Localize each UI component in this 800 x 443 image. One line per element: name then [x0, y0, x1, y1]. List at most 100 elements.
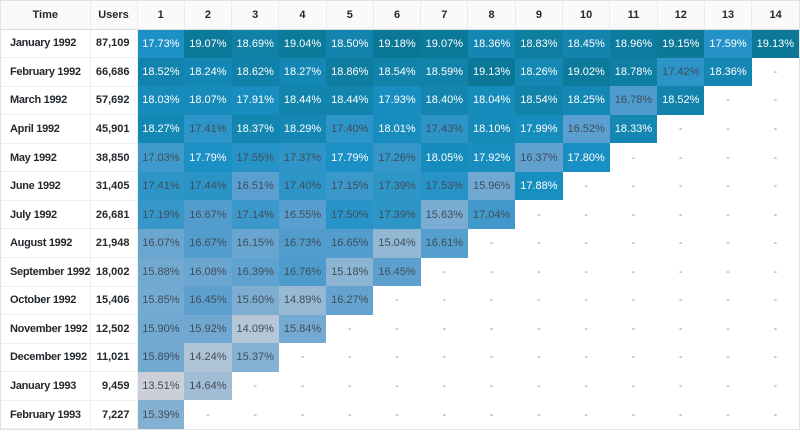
retention-cell: 17.99%	[515, 114, 563, 144]
empty-cell: -	[395, 408, 399, 421]
table-row: November 1992 12,502 15.90% 15.92% 14.09% 15.…	[1, 314, 799, 344]
empty-cell: -	[773, 208, 778, 221]
table-row: April 1992 45,901 18.27% 17.41% 18.37% 18.29%…	[1, 114, 799, 144]
retention-cell: 16.78%	[609, 86, 658, 115]
retention-cell: 17.40%	[326, 114, 374, 144]
table-body: January 1992 87,109 17.73% 19.07% 18.69% 19.0…	[1, 29, 799, 430]
retention-cell: 17.80%	[562, 143, 610, 172]
retention-cell: 15.04%	[373, 228, 421, 258]
empty-cell: -	[489, 380, 494, 393]
retention-cell: 18.54%	[515, 86, 563, 115]
retention-cell: 18.52%	[137, 57, 185, 87]
cohort-month-label: January 1992	[1, 29, 91, 59]
retention-cell: 17.55%	[231, 143, 279, 172]
cohort-users-count: 26,681	[90, 200, 138, 230]
empty-cell: -	[678, 380, 683, 393]
retention-cell: 17.79%	[326, 143, 374, 172]
empty-cell: -	[395, 351, 399, 364]
empty-cell: -	[442, 408, 447, 421]
retention-cell: 18.29%	[278, 114, 327, 144]
column-header-users: Users	[90, 1, 138, 30]
cohort-month-label: September 1992	[1, 257, 91, 287]
retention-cell: 16.55%	[278, 200, 327, 229]
empty-cell: -	[347, 351, 352, 364]
retention-cell: 18.44%	[326, 86, 374, 115]
header-row: Time Users 1 2 3 4 5 6 7 8 9 10 11 12 13 14	[1, 1, 799, 30]
cohort-users-count: 7,227	[90, 400, 138, 430]
empty-cell: -	[631, 380, 636, 393]
column-header-4: 4	[278, 1, 327, 30]
table-row: August 1992 21,948 16.07% 16.67% 16.15% 16.73…	[1, 228, 799, 258]
empty-cell: -	[726, 265, 730, 278]
empty-cell: -	[726, 408, 730, 421]
empty-cell: -	[678, 265, 683, 278]
empty-cell: -	[773, 122, 778, 135]
retention-cell: 15.84%	[278, 314, 327, 344]
retention-cell: 18.62%	[231, 57, 279, 87]
retention-cell: 16.52%	[562, 114, 610, 144]
retention-cell: 16.07%	[137, 228, 185, 258]
empty-cell: -	[726, 208, 730, 221]
retention-cell: 17.41%	[137, 171, 185, 201]
retention-cell: 17.41%	[184, 114, 232, 144]
cohort-users-count: 38,850	[90, 143, 138, 173]
column-header-2: 2	[184, 1, 233, 30]
empty-cell: -	[631, 208, 636, 221]
cohort-users-count: 57,692	[90, 86, 138, 116]
cohort-month-label: December 1992	[1, 343, 91, 373]
retention-cell: 17.39%	[373, 171, 421, 201]
empty-cell: -	[584, 380, 588, 393]
empty-cell: -	[726, 294, 730, 307]
retention-cell: 19.07%	[184, 29, 232, 58]
empty-cell: -	[395, 380, 399, 393]
retention-cell: 18.59%	[420, 57, 468, 87]
column-header-10: 10	[562, 1, 611, 30]
cohort-users-count: 18,002	[90, 257, 138, 287]
table-row: January 1993 9,459 13.51% 14.64% - - - - - - - - - - -…	[1, 371, 799, 401]
retention-cell: 17.59%	[704, 29, 752, 58]
retention-cell: 15.18%	[326, 257, 374, 287]
retention-cell: 18.03%	[137, 86, 185, 115]
cohort-users-count: 31,405	[90, 171, 138, 201]
empty-cell: -	[584, 408, 588, 421]
table-row: October 1992 15,406 15.85% 16.45% 15.60% 14.8…	[1, 286, 799, 316]
empty-cell: -	[253, 408, 258, 421]
retention-cell: 17.03%	[137, 143, 185, 172]
cohort-users-count: 45,901	[90, 114, 138, 144]
retention-cell: 18.86%	[326, 57, 374, 87]
retention-cell: 14.09%	[231, 314, 279, 344]
retention-cell: 18.50%	[326, 29, 374, 58]
empty-cell: -	[584, 180, 588, 193]
empty-cell: -	[300, 408, 305, 421]
empty-cell: -	[300, 380, 305, 393]
empty-cell: -	[773, 380, 778, 393]
retention-cell: 19.13%	[467, 57, 516, 87]
retention-cell: 18.24%	[184, 57, 232, 87]
retention-cell: 17.73%	[137, 29, 185, 58]
retention-cell: 16.67%	[184, 228, 232, 258]
retention-cell: 18.33%	[609, 114, 658, 144]
empty-cell: -	[584, 237, 588, 250]
empty-cell: -	[489, 237, 494, 250]
empty-cell: -	[631, 151, 636, 164]
empty-cell: -	[773, 94, 778, 107]
retention-cell: 18.01%	[373, 114, 421, 144]
retention-cell: 17.91%	[231, 86, 279, 115]
retention-cell: 15.39%	[137, 400, 185, 429]
column-header-time: Time	[1, 1, 91, 30]
table-header: Time Users 1 2 3 4 5 6 7 8 9 10 11 12 13 14	[1, 1, 799, 30]
retention-cell: 18.83%	[515, 29, 563, 58]
retention-cell: 15.37%	[231, 343, 279, 372]
empty-cell: -	[726, 322, 730, 335]
cohort-month-label: August 1992	[1, 228, 91, 258]
empty-cell: -	[584, 265, 588, 278]
empty-cell: -	[537, 265, 541, 278]
empty-cell: -	[489, 408, 494, 421]
empty-cell: -	[631, 408, 636, 421]
cohort-users-count: 15,406	[90, 286, 138, 316]
cohort-users-count: 9,459	[90, 371, 138, 401]
empty-cell: -	[773, 265, 778, 278]
retention-cell: 15.88%	[137, 257, 185, 287]
table-row: January 1992 87,109 17.73% 19.07% 18.69% 19.0…	[1, 29, 799, 59]
retention-cell: 19.02%	[562, 57, 610, 87]
